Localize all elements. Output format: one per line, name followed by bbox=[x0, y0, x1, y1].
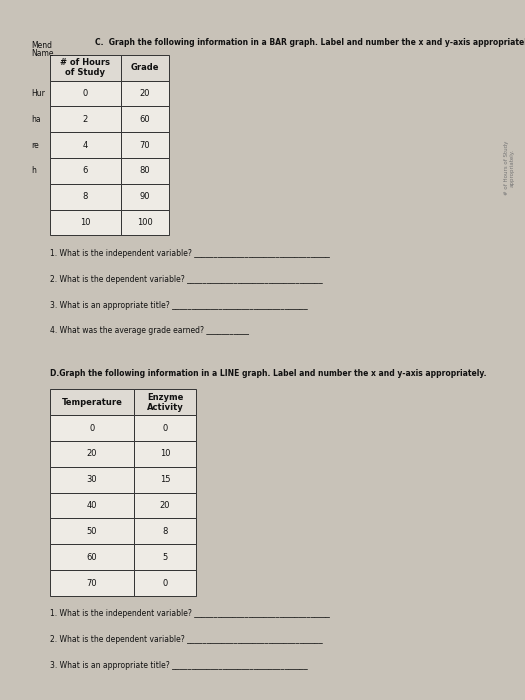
Text: 8: 8 bbox=[82, 193, 88, 201]
Text: 80: 80 bbox=[139, 167, 150, 175]
FancyBboxPatch shape bbox=[121, 209, 169, 235]
Text: ha: ha bbox=[32, 115, 41, 124]
FancyBboxPatch shape bbox=[121, 158, 169, 183]
Text: 2. What is the dependent variable? ___________________________________: 2. What is the dependent variable? _____… bbox=[50, 274, 322, 284]
Text: h: h bbox=[32, 167, 36, 175]
Text: Enzyme
Activity: Enzyme Activity bbox=[146, 393, 183, 412]
FancyBboxPatch shape bbox=[50, 183, 121, 209]
FancyBboxPatch shape bbox=[50, 570, 134, 596]
FancyBboxPatch shape bbox=[50, 389, 134, 415]
Text: 20: 20 bbox=[160, 501, 170, 510]
Text: 0: 0 bbox=[162, 578, 167, 587]
FancyBboxPatch shape bbox=[134, 389, 196, 415]
Text: 6: 6 bbox=[82, 167, 88, 175]
Text: 40: 40 bbox=[87, 501, 97, 510]
Text: 5: 5 bbox=[162, 553, 167, 561]
Text: 100: 100 bbox=[136, 218, 152, 227]
FancyBboxPatch shape bbox=[50, 415, 134, 441]
FancyBboxPatch shape bbox=[121, 183, 169, 209]
Text: 90: 90 bbox=[139, 193, 150, 201]
Text: appropriately.: appropriately. bbox=[509, 149, 514, 187]
FancyBboxPatch shape bbox=[50, 106, 121, 132]
Text: 2: 2 bbox=[82, 115, 88, 124]
Text: 0: 0 bbox=[89, 424, 94, 433]
FancyBboxPatch shape bbox=[121, 132, 169, 158]
FancyBboxPatch shape bbox=[50, 132, 121, 158]
Text: 60: 60 bbox=[139, 115, 150, 124]
Text: Hur: Hur bbox=[32, 89, 45, 98]
Text: re: re bbox=[32, 141, 39, 150]
FancyBboxPatch shape bbox=[50, 519, 134, 545]
Text: 4: 4 bbox=[82, 141, 88, 150]
FancyBboxPatch shape bbox=[134, 570, 196, 596]
Text: 4. What was the average grade earned? ___________: 4. What was the average grade earned? __… bbox=[50, 326, 249, 335]
FancyBboxPatch shape bbox=[121, 106, 169, 132]
FancyBboxPatch shape bbox=[50, 209, 121, 235]
Text: 20: 20 bbox=[87, 449, 97, 459]
Text: 0: 0 bbox=[82, 89, 88, 98]
Text: C.  Graph the following information in a BAR graph. Label and number the x and y: C. Graph the following information in a … bbox=[96, 38, 525, 47]
Text: 70: 70 bbox=[87, 578, 97, 587]
Text: 20: 20 bbox=[139, 89, 150, 98]
FancyBboxPatch shape bbox=[134, 415, 196, 441]
Text: 15: 15 bbox=[160, 475, 170, 484]
FancyBboxPatch shape bbox=[134, 493, 196, 519]
FancyBboxPatch shape bbox=[50, 80, 121, 106]
Text: # of Hours
of Study: # of Hours of Study bbox=[60, 58, 110, 77]
Text: Name: Name bbox=[32, 49, 54, 58]
FancyBboxPatch shape bbox=[50, 493, 134, 519]
Text: 8: 8 bbox=[162, 527, 168, 536]
Text: 50: 50 bbox=[87, 527, 97, 536]
Text: 0: 0 bbox=[162, 424, 167, 433]
FancyBboxPatch shape bbox=[134, 467, 196, 493]
Text: 10: 10 bbox=[160, 449, 170, 459]
Text: D.Graph the following information in a LINE graph. Label and number the x and y-: D.Graph the following information in a L… bbox=[50, 369, 486, 378]
FancyBboxPatch shape bbox=[134, 441, 196, 467]
Text: 1. What is the independent variable? ___________________________________: 1. What is the independent variable? ___… bbox=[50, 249, 330, 258]
FancyBboxPatch shape bbox=[134, 519, 196, 545]
Text: Grade: Grade bbox=[130, 63, 159, 72]
Text: 10: 10 bbox=[80, 218, 90, 227]
Text: 60: 60 bbox=[87, 553, 97, 561]
FancyBboxPatch shape bbox=[50, 441, 134, 467]
Text: 30: 30 bbox=[87, 475, 97, 484]
FancyBboxPatch shape bbox=[121, 80, 169, 106]
Text: 2. What is the dependent variable? ___________________________________: 2. What is the dependent variable? _____… bbox=[50, 636, 322, 644]
Text: Mend: Mend bbox=[32, 41, 52, 50]
Text: # of Hours of Study: # of Hours of Study bbox=[504, 141, 509, 195]
FancyBboxPatch shape bbox=[50, 158, 121, 183]
FancyBboxPatch shape bbox=[50, 55, 121, 80]
Text: 1. What is the independent variable? ___________________________________: 1. What is the independent variable? ___… bbox=[50, 610, 330, 619]
FancyBboxPatch shape bbox=[121, 55, 169, 80]
Text: 3. What is an appropriate title? ___________________________________: 3. What is an appropriate title? _______… bbox=[50, 300, 308, 309]
Text: 70: 70 bbox=[139, 141, 150, 150]
FancyBboxPatch shape bbox=[50, 545, 134, 570]
FancyBboxPatch shape bbox=[50, 467, 134, 493]
FancyBboxPatch shape bbox=[134, 545, 196, 570]
Text: Temperature: Temperature bbox=[61, 398, 122, 407]
Text: 3. What is an appropriate title? ___________________________________: 3. What is an appropriate title? _______… bbox=[50, 661, 308, 670]
